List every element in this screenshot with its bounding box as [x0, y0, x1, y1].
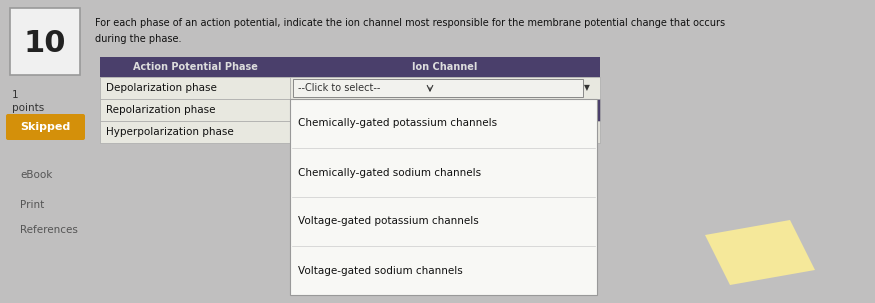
- Bar: [100, 57, 600, 77]
- Bar: [100, 99, 290, 121]
- Text: Hyperpolarization phase: Hyperpolarization phase: [106, 127, 234, 137]
- Text: ▼: ▼: [584, 84, 590, 92]
- Text: Voltage-gated sodium channels: Voltage-gated sodium channels: [298, 265, 463, 275]
- Text: eBook: eBook: [20, 170, 52, 180]
- Text: For each phase of an action potential, indicate the ion channel most responsible: For each phase of an action potential, i…: [95, 18, 725, 28]
- Bar: [290, 121, 600, 143]
- Text: 10: 10: [24, 29, 66, 58]
- Text: --Click to select--: --Click to select--: [298, 83, 381, 93]
- Text: Chemically-gated potassium channels: Chemically-gated potassium channels: [298, 118, 497, 128]
- Polygon shape: [705, 220, 815, 285]
- Text: Repolarization phase: Repolarization phase: [106, 105, 215, 115]
- Text: 1: 1: [12, 90, 18, 100]
- Bar: [293, 79, 583, 97]
- Bar: [10, 8, 80, 75]
- Bar: [290, 77, 600, 99]
- Text: Chemically-gated sodium channels: Chemically-gated sodium channels: [298, 168, 481, 178]
- Text: Ion Channel: Ion Channel: [412, 62, 478, 72]
- Bar: [100, 77, 290, 99]
- FancyBboxPatch shape: [6, 114, 85, 140]
- Text: Voltage-gated potassium channels: Voltage-gated potassium channels: [298, 217, 479, 227]
- Text: -Click to select-: -Click to select-: [298, 105, 374, 115]
- Text: during the phase.: during the phase.: [95, 34, 181, 44]
- Text: Skipped: Skipped: [20, 122, 70, 132]
- Text: References: References: [20, 225, 78, 235]
- Text: Action Potential Phase: Action Potential Phase: [133, 62, 257, 72]
- Text: points: points: [12, 103, 45, 113]
- Text: Print: Print: [20, 200, 45, 210]
- Bar: [100, 121, 290, 143]
- Text: Depolarization phase: Depolarization phase: [106, 83, 217, 93]
- Bar: [8, 116, 83, 138]
- Bar: [290, 99, 600, 121]
- Bar: [290, 99, 597, 295]
